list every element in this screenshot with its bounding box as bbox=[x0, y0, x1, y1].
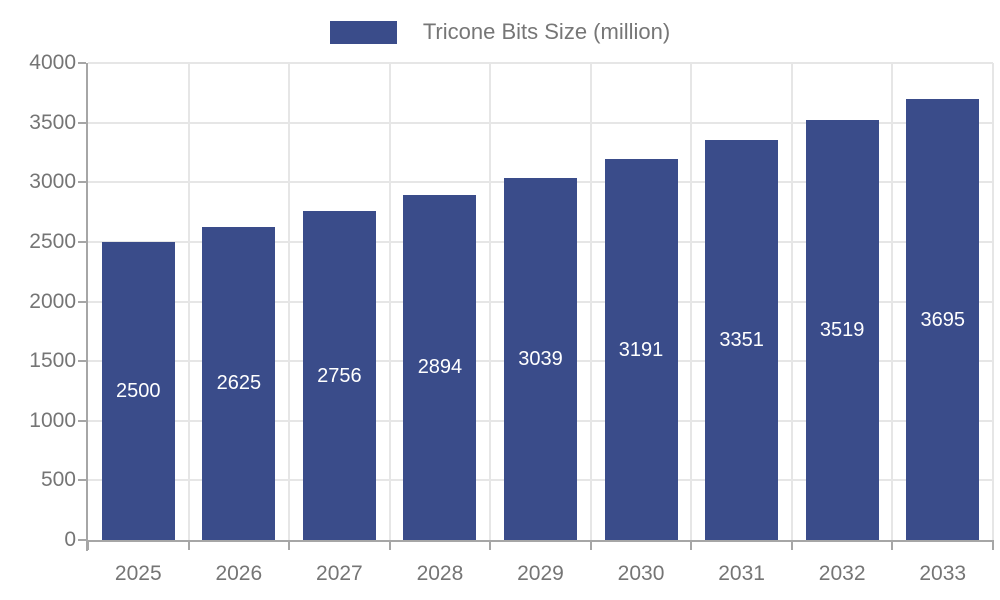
x-axis-tick-label: 2031 bbox=[718, 562, 765, 585]
bar-value-label: 3695 bbox=[920, 308, 965, 331]
bar[interactable]: 2625 bbox=[202, 226, 276, 540]
x-axis-tick bbox=[288, 540, 291, 550]
y-axis-tick-label: 1000 bbox=[29, 408, 76, 432]
y-axis-tick bbox=[78, 240, 86, 243]
x-axis-tick bbox=[992, 540, 994, 550]
gridline-vertical bbox=[891, 63, 894, 540]
y-axis-tick bbox=[78, 181, 86, 184]
bar-value-label: 2500 bbox=[116, 379, 161, 402]
x-axis-tick bbox=[87, 540, 89, 550]
legend[interactable]: Tricone Bits Size (million) bbox=[0, 19, 1000, 45]
bar-value-label: 2756 bbox=[317, 364, 362, 387]
bar[interactable]: 2756 bbox=[302, 211, 376, 540]
bar[interactable]: 3351 bbox=[705, 140, 779, 540]
x-axis-tick bbox=[187, 540, 190, 550]
bar-value-label: 3519 bbox=[819, 319, 865, 342]
gridline-vertical bbox=[690, 63, 693, 540]
bar[interactable]: 2500 bbox=[101, 241, 175, 540]
x-axis-tick-label: 2030 bbox=[617, 562, 665, 585]
x-axis-tick-label: 2032 bbox=[818, 562, 866, 585]
x-axis-tick-label: 2029 bbox=[517, 562, 564, 585]
x-axis-tick-label: 2033 bbox=[919, 562, 967, 585]
y-axis-tick bbox=[78, 300, 86, 303]
legend-swatch bbox=[329, 20, 397, 44]
y-axis-tick-label: 500 bbox=[40, 468, 76, 492]
x-axis-tick-label: 2027 bbox=[316, 562, 363, 585]
y-axis-line bbox=[86, 63, 88, 551]
y-axis-tick-label: 0 bbox=[64, 528, 76, 551]
x-axis-line bbox=[86, 540, 993, 542]
y-axis-tick bbox=[78, 539, 86, 541]
y-axis-tick-label: 2500 bbox=[29, 229, 76, 253]
bar-value-label: 3351 bbox=[719, 329, 764, 352]
bar-value-label: 2894 bbox=[417, 356, 463, 379]
y-axis-tick bbox=[78, 479, 86, 482]
x-axis-tick-label: 2028 bbox=[416, 562, 464, 585]
bar-value-label: 3039 bbox=[518, 347, 563, 370]
x-axis-tick bbox=[690, 540, 693, 550]
bar[interactable]: 2894 bbox=[403, 194, 477, 540]
y-axis-tick-label: 4000 bbox=[29, 51, 76, 74]
gridline-vertical bbox=[288, 63, 291, 540]
gridline-vertical bbox=[187, 63, 190, 540]
gridline-vertical bbox=[992, 63, 994, 540]
x-axis-tick-label: 2025 bbox=[114, 562, 162, 585]
x-axis-tick bbox=[891, 540, 894, 550]
bar[interactable]: 3695 bbox=[906, 99, 980, 540]
gridline-horizontal bbox=[88, 121, 993, 124]
plot-area: 2500 2625 2756 2894 3039 3191 3351 3519 3695 bbox=[88, 62, 994, 540]
x-axis-tick bbox=[489, 540, 492, 550]
gridline-vertical bbox=[589, 63, 592, 540]
y-axis-tick bbox=[78, 62, 86, 64]
bar-value-label: 2625 bbox=[216, 372, 262, 395]
gridline-vertical bbox=[790, 63, 793, 540]
bar[interactable]: 3519 bbox=[805, 120, 879, 540]
legend-label: Tricone Bits Size (million) bbox=[422, 19, 671, 44]
bar[interactable]: 3191 bbox=[604, 159, 678, 540]
gridline-vertical bbox=[489, 63, 492, 540]
gridline-horizontal bbox=[88, 62, 993, 64]
y-axis-tick-label: 1500 bbox=[29, 349, 76, 373]
x-axis-tick-label: 2026 bbox=[215, 562, 263, 585]
gridline-vertical bbox=[388, 63, 391, 540]
x-axis-tick bbox=[589, 540, 592, 550]
y-axis-tick-label: 3000 bbox=[29, 170, 76, 194]
y-axis-tick bbox=[78, 360, 86, 363]
y-axis-tick bbox=[78, 121, 86, 124]
y-axis-tick-label: 2000 bbox=[29, 289, 76, 313]
y-axis-tick bbox=[78, 419, 86, 422]
bar-value-label: 3191 bbox=[618, 338, 664, 361]
y-axis-tick-label: 3500 bbox=[29, 110, 76, 134]
bar[interactable]: 3039 bbox=[504, 177, 577, 540]
x-axis-tick bbox=[790, 540, 793, 550]
x-axis-tick bbox=[388, 540, 391, 550]
